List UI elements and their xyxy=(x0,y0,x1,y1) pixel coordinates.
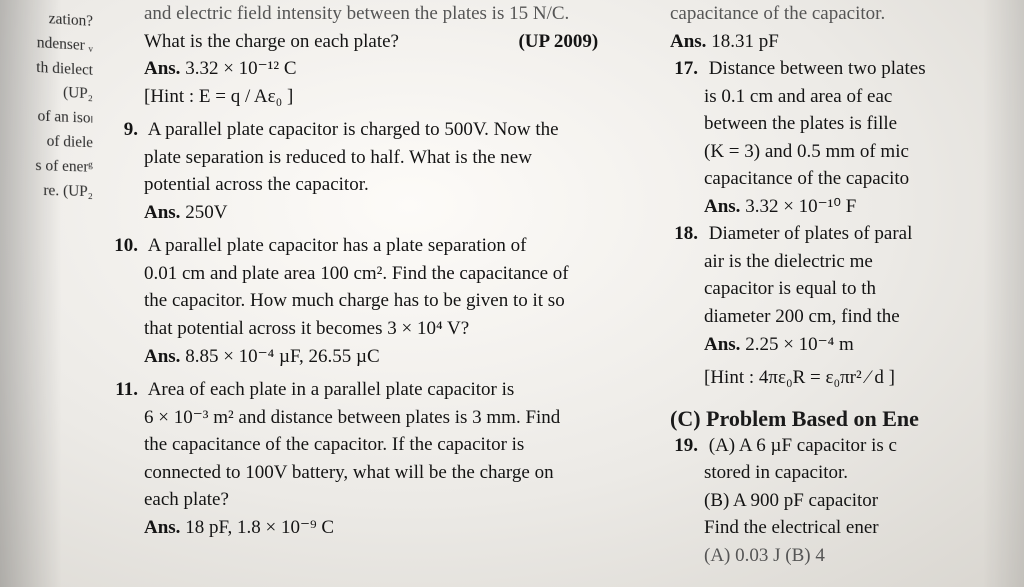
q9-line: A parallel plate capacitor is charged to… xyxy=(148,119,559,140)
ans-label: Ans. xyxy=(144,58,180,79)
answer-18: Ans. 2.25 × 10⁻⁴ m xyxy=(670,331,1024,359)
left-column: and electric field intensity between the… xyxy=(110,0,655,587)
q10-line: 0.01 cm and plate area 100 cm². Find the… xyxy=(110,260,655,288)
q9-line: plate separation is reduced to half. Wha… xyxy=(110,144,655,172)
qnum-18: 18. xyxy=(670,220,698,248)
q19-line: stored in capacitor. xyxy=(670,459,1024,487)
ans-value: 3.32 × 10⁻¹² C xyxy=(185,58,296,79)
q17-line: (K = 3) and 0.5 mm of mic xyxy=(670,138,1024,166)
spine-line: re. (UP₂ xyxy=(4,178,99,205)
qnum-17: 17. xyxy=(670,55,698,83)
q18-line: capacitor is equal to th xyxy=(670,275,1024,303)
q17-line: is 0.1 cm and area of eac xyxy=(670,83,1024,111)
ans-value: 8.85 × 10⁻⁴ µF, 26.55 µC xyxy=(185,346,379,367)
hint-8: [Hint : E = q / Aε₀ ] xyxy=(110,83,655,111)
answer-11: Ans. 18 pF, 1.8 × 10⁻⁹ C xyxy=(110,514,655,542)
spine-line: s of enerᵍ xyxy=(4,153,99,180)
q17-line: capacitance of the capacito xyxy=(670,165,1024,193)
q10-line: the capacitor. How much charge has to be… xyxy=(110,287,655,315)
q11-line: each plate? xyxy=(110,486,655,514)
ans-label: Ans. xyxy=(704,334,740,355)
q9-line: potential across the capacitor. xyxy=(110,171,655,199)
page-scan: zation? ndenser ᵥ th dielect (UP₂ of an … xyxy=(0,0,1024,587)
answer-prev: Ans. 18.31 pF xyxy=(670,28,1024,56)
right-column: capacitance of the capacitor. Ans. 18.31… xyxy=(670,0,1024,587)
question-19: 19. (A) A 6 µF capacitor is c xyxy=(670,432,1024,460)
answer-9: Ans. 250V xyxy=(110,199,655,227)
spine-line: of diele xyxy=(4,128,99,156)
q10-line: that potential across it becomes 3 × 10⁴… xyxy=(110,315,655,343)
q10-line: A parallel plate capacitor has a plate s… xyxy=(148,235,527,256)
section-c-heading: (C) Problem Based on Ene xyxy=(670,406,1024,432)
question-intro: What is the charge on each plate? (UP 20… xyxy=(110,28,655,56)
ans-value: 2.25 × 10⁻⁴ m xyxy=(745,334,854,355)
answer-17: Ans. 3.32 × 10⁻¹⁰ F xyxy=(670,193,1024,221)
hint-18: [Hint : 4πε₀R = ε₀πr² ⁄ d ] xyxy=(670,364,1024,392)
q19-line: (A) 0.03 J (B) 4 xyxy=(670,542,1024,570)
question-text: What is the charge on each plate? xyxy=(144,31,399,52)
ans-value: 250V xyxy=(185,202,227,223)
partial-line: capacitance of the capacitor. xyxy=(670,0,1024,28)
q19-line: (B) A 900 pF capacitor xyxy=(670,487,1024,515)
q18-line: Diameter of plates of paral xyxy=(709,223,913,244)
qnum-10: 10. xyxy=(110,232,138,260)
q18-line: air is the dielectric me xyxy=(670,248,1024,276)
question-11: 11. Area of each plate in a parallel pla… xyxy=(110,376,655,404)
answer-8: Ans. 3.32 × 10⁻¹² C xyxy=(110,55,655,83)
q17-line: Distance between two plates xyxy=(709,58,926,79)
ans-value: 18.31 pF xyxy=(711,31,779,52)
question-10: 10. A parallel plate capacitor has a pla… xyxy=(110,232,655,260)
ans-label: Ans. xyxy=(670,31,706,52)
answer-10: Ans. 8.85 × 10⁻⁴ µF, 26.55 µC xyxy=(110,343,655,371)
qnum-19: 19. xyxy=(670,432,698,460)
qnum-11: 11. xyxy=(110,376,138,404)
question-17: 17. Distance between two plates xyxy=(670,55,1024,83)
ans-value: 3.32 × 10⁻¹⁰ F xyxy=(745,196,856,217)
spine-fragments: zation? ndenser ᵥ th dielect (UP₂ of an … xyxy=(0,0,99,587)
ans-value: 18 pF, 1.8 × 10⁻⁹ C xyxy=(185,517,334,538)
ans-label: Ans. xyxy=(144,517,180,538)
q11-line: the capacitance of the capacitor. If the… xyxy=(110,431,655,459)
partial-line: and electric field intensity between the… xyxy=(110,0,655,28)
q18-line: diameter 200 cm, find the xyxy=(670,303,1024,331)
q11-line: Area of each plate in a parallel plate c… xyxy=(148,379,515,400)
ans-label: Ans. xyxy=(144,202,180,223)
ans-label: Ans. xyxy=(704,196,740,217)
question-ref: (UP 2009) xyxy=(518,31,598,52)
question-9: 9. A parallel plate capacitor is charged… xyxy=(110,116,655,144)
spine-line: of an isoₗ xyxy=(4,103,99,131)
q19-line: Find the electrical ener xyxy=(670,514,1024,542)
q11-line: 6 × 10⁻³ m² and distance between plates … xyxy=(110,404,655,432)
q11-line: connected to 100V battery, what will be … xyxy=(110,459,655,487)
q17-line: between the plates is fille xyxy=(670,110,1024,138)
question-18: 18. Diameter of plates of paral xyxy=(670,220,1024,248)
ans-label: Ans. xyxy=(144,346,180,367)
q19-line: (A) A 6 µF capacitor is c xyxy=(709,435,897,456)
qnum-9: 9. xyxy=(110,116,138,144)
